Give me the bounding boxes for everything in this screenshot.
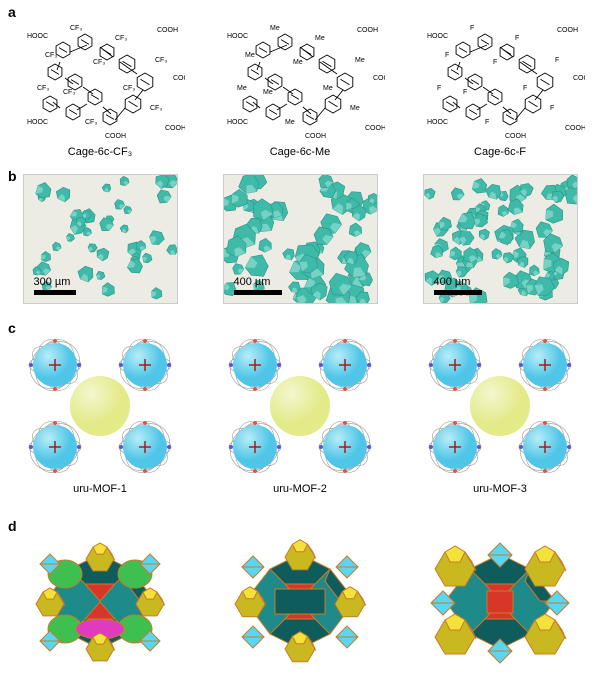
chem-structure-1: HOOC COOH COOH COOH HOOC COOH Me Me Me Me Me Me Me Me…: [215, 12, 385, 142]
crystal-cell-0: uru-MOF-1: [15, 329, 185, 495]
scalebar-text-1: 400 µm: [234, 276, 271, 288]
svg-text:HOOC: HOOC: [27, 33, 48, 40]
svg-text:CF₃: CF₃: [150, 105, 162, 112]
svg-text:CF₃: CF₃: [123, 85, 135, 92]
micrograph-2: 400 µm: [423, 174, 578, 304]
svg-text:F: F: [523, 85, 527, 92]
row-b: 300 µm 400 µm 400 µm: [0, 170, 600, 308]
chem-caption-0: Cage-6c-CF₃: [68, 146, 132, 158]
topology-cell-1: [215, 529, 385, 674]
svg-text:HOOC: HOOC: [227, 33, 248, 40]
micrograph-0: 300 µm: [23, 174, 178, 304]
svg-text:CF₃: CF₃: [115, 35, 127, 42]
svg-text:COOH: COOH: [557, 27, 578, 34]
scalebar-bar-1: [234, 290, 282, 295]
micrograph-cell-0: 300 µm: [23, 174, 178, 304]
svg-text:CF₃: CF₃: [93, 59, 105, 66]
svg-text:HOOC: HOOC: [427, 33, 448, 40]
crystal-cell-2: uru-MOF-3: [415, 329, 585, 495]
svg-text:Me: Me: [323, 85, 333, 92]
scalebar-2: 400 µm: [434, 276, 482, 295]
chem-structure-2: HOOC COOH COOH COOH HOOC COOH F F F F F F F F F F: [415, 12, 585, 142]
svg-text:F: F: [463, 89, 467, 96]
svg-text:HOOC: HOOC: [227, 119, 248, 126]
scalebar-text-2: 400 µm: [434, 276, 471, 288]
svg-text:Me: Me: [270, 25, 280, 32]
topology-1: [215, 529, 385, 674]
svg-text:Me: Me: [285, 119, 295, 126]
svg-text:F: F: [470, 25, 474, 32]
svg-text:F: F: [555, 57, 559, 64]
crystal-caption-2: uru-MOF-3: [473, 483, 527, 495]
micrograph-cell-1: 400 µm: [223, 174, 378, 304]
scalebar-bar-0: [34, 290, 76, 295]
chem-caption-1: Cage-6c-Me: [270, 146, 331, 158]
svg-text:COOH: COOH: [357, 27, 378, 34]
svg-text:COOH: COOH: [305, 133, 326, 140]
svg-text:CF₃: CF₃: [70, 25, 82, 32]
svg-text:Me: Me: [355, 57, 365, 64]
svg-text:F: F: [493, 59, 497, 66]
micrograph-1: 400 µm: [223, 174, 378, 304]
svg-text:COOH: COOH: [505, 133, 526, 140]
scalebar-bar-2: [434, 290, 482, 295]
crystal-caption-1: uru-MOF-2: [273, 483, 327, 495]
svg-text:COOH: COOH: [565, 125, 585, 132]
svg-text:CF₃: CF₃: [155, 57, 167, 64]
svg-text:HOOC: HOOC: [27, 119, 48, 126]
crystal-structure-2: [415, 329, 585, 479]
topology-cell-2: [415, 529, 585, 674]
topology-0: [15, 529, 185, 674]
svg-text:Me: Me: [245, 52, 255, 59]
crystal-cell-1: uru-MOF-2: [215, 329, 385, 495]
row-c: uru-MOF-1 uru-MOF-2 uru-MOF-3: [0, 322, 600, 502]
row-d: [0, 522, 600, 680]
svg-text:COOH: COOH: [165, 125, 185, 132]
chem-caption-2: Cage-6c-F: [474, 146, 526, 158]
svg-text:F: F: [437, 85, 441, 92]
svg-text:F: F: [550, 105, 554, 112]
svg-text:Me: Me: [237, 85, 247, 92]
crystal-caption-0: uru-MOF-1: [73, 483, 127, 495]
svg-text:COOH: COOH: [157, 27, 178, 34]
chem-cell-2: HOOC COOH COOH COOH HOOC COOH F F F F F F F F F F Cage-6…: [415, 12, 585, 158]
scalebar-text-0: 300 µm: [34, 276, 71, 288]
topology-2: [415, 529, 585, 674]
svg-text:CF₃: CF₃: [45, 52, 57, 59]
svg-text:Me: Me: [315, 35, 325, 42]
svg-text:F: F: [515, 35, 519, 42]
svg-text:COOH: COOH: [173, 75, 185, 82]
micrograph-cell-2: 400 µm: [423, 174, 578, 304]
crystal-structure-1: [215, 329, 385, 479]
svg-text:Me: Me: [263, 89, 273, 96]
topology-cell-0: [15, 529, 185, 674]
svg-text:Me: Me: [350, 105, 360, 112]
crystal-structure-0: [15, 329, 185, 479]
chem-structure-0: HOOC COOH COOH COOH HOOC COOH CF₃ CF₃ CF₃ CF₃ CF₃ C…: [15, 12, 185, 142]
svg-text:COOH: COOH: [105, 133, 126, 140]
row-a: HOOC COOH COOH COOH HOOC COOH CF₃ CF₃ CF₃ CF₃ CF₃ C…: [0, 6, 600, 164]
svg-text:CF₃: CF₃: [63, 89, 75, 96]
svg-text:COOH: COOH: [573, 75, 585, 82]
svg-text:COOH: COOH: [365, 125, 385, 132]
scalebar-0: 300 µm: [34, 276, 76, 295]
svg-text:CF₃: CF₃: [85, 119, 97, 126]
svg-text:F: F: [485, 119, 489, 126]
svg-text:F: F: [445, 52, 449, 59]
svg-text:COOH: COOH: [373, 75, 385, 82]
svg-text:HOOC: HOOC: [427, 119, 448, 126]
svg-text:Me: Me: [293, 59, 303, 66]
chem-cell-1: HOOC COOH COOH COOH HOOC COOH Me Me Me Me Me Me Me Me…: [215, 12, 385, 158]
scalebar-1: 400 µm: [234, 276, 282, 295]
chem-cell-0: HOOC COOH COOH COOH HOOC COOH CF₃ CF₃ CF₃ CF₃ CF₃ C…: [15, 12, 185, 158]
svg-text:CF₃: CF₃: [37, 85, 49, 92]
